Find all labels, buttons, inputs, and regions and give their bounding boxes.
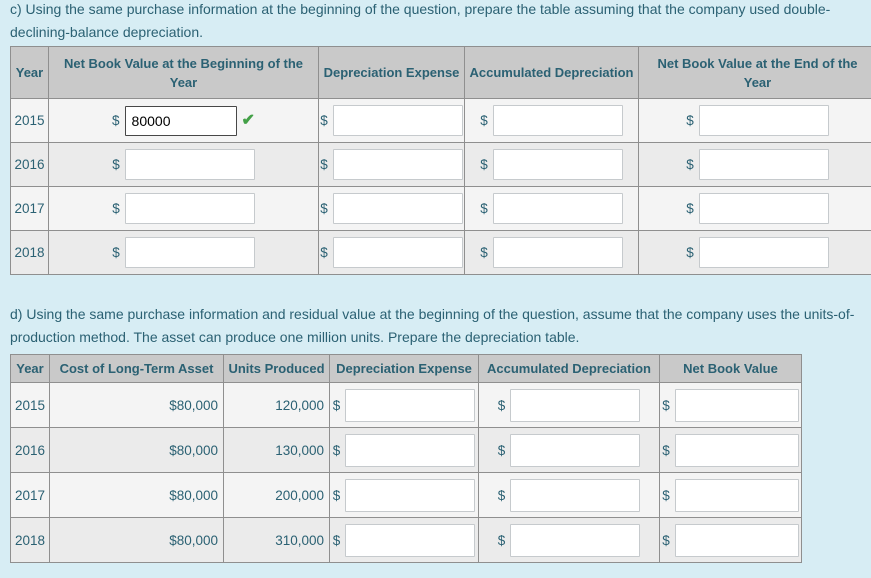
header-year: Year: [10, 354, 50, 383]
currency-symbol: $: [480, 245, 488, 260]
units-cell: 310,000: [223, 517, 330, 563]
units-cell: 200,000: [223, 472, 330, 518]
nbv-begin-input[interactable]: [124, 193, 255, 224]
table-header-row: Year Cost of Long-Term Asset Units Produ…: [10, 354, 802, 383]
nbv-end-input[interactable]: [698, 105, 829, 136]
currency-symbol: $: [686, 245, 694, 260]
cost-cell: $80,000: [49, 382, 224, 428]
table-row: 2015 $80,000 120,000 $ $ $: [10, 382, 802, 428]
currency-symbol: $: [320, 157, 328, 172]
currency-symbol: $: [497, 442, 506, 458]
year-cell: 2016: [10, 142, 49, 187]
accumulated-depreciation-input[interactable]: [492, 193, 623, 224]
depreciation-expense-input[interactable]: [345, 433, 476, 467]
header-accumulated-depreciation: Accumulated Depreciation: [478, 354, 660, 383]
cost-cell: $80,000: [49, 517, 224, 563]
currency-symbol: $: [320, 245, 328, 260]
depreciation-expense-input[interactable]: [332, 149, 463, 180]
header-nbv-begin: Net Book Value at the Beginning of the Y…: [48, 46, 319, 99]
accumulated-depreciation-input[interactable]: [510, 388, 641, 422]
currency-symbol: $: [332, 487, 341, 503]
table-row: 2017 $ $ $ $: [10, 186, 871, 231]
header-depreciation-expense: Depreciation Expense: [329, 354, 479, 383]
currency-symbol: $: [332, 532, 341, 548]
cost-cell: $80,000: [49, 472, 224, 518]
table-row: 2015 $ ✔ $ $ $: [10, 98, 871, 143]
currency-symbol: $: [497, 532, 506, 548]
nbv-begin-input[interactable]: [124, 149, 255, 180]
table-row: 2016 $ $ $ $: [10, 142, 871, 187]
year-cell: 2015: [10, 382, 50, 428]
currency-symbol: $: [320, 113, 328, 128]
year-cell: 2018: [10, 517, 50, 563]
year-cell: 2015: [10, 98, 49, 143]
currency-symbol: $: [662, 487, 670, 503]
net-book-value-input[interactable]: [674, 523, 799, 557]
nbv-begin-input[interactable]: [124, 105, 237, 136]
header-accumulated-depreciation: Accumulated Depreciation: [464, 46, 639, 99]
question-page: c) Using the same purchase information a…: [10, 1, 871, 563]
depreciation-expense-input[interactable]: [332, 193, 463, 224]
header-depreciation-expense: Depreciation Expense: [318, 46, 465, 99]
currency-symbol: $: [497, 397, 506, 413]
year-cell: 2017: [10, 186, 49, 231]
currency-symbol: $: [112, 157, 120, 172]
net-book-value-input[interactable]: [674, 478, 799, 512]
nbv-begin-input[interactable]: [124, 237, 255, 268]
currency-symbol: $: [480, 201, 488, 216]
currency-symbol: $: [332, 442, 341, 458]
depreciation-expense-input[interactable]: [345, 523, 476, 557]
correct-check-icon: ✔: [241, 111, 255, 129]
section-d-intro: d) Using the same purchase information a…: [10, 306, 855, 345]
currency-symbol: $: [480, 157, 488, 172]
accumulated-depreciation-input[interactable]: [492, 237, 623, 268]
currency-symbol: $: [662, 442, 670, 458]
net-book-value-input[interactable]: [674, 433, 799, 467]
table-row: 2016 $80,000 130,000 $ $ $: [10, 427, 802, 473]
header-net-book-value: Net Book Value: [659, 354, 802, 383]
depreciation-expense-input[interactable]: [332, 237, 463, 268]
accumulated-depreciation-input[interactable]: [510, 433, 641, 467]
units-of-production-table: Year Cost of Long-Term Asset Units Produ…: [10, 354, 802, 563]
accumulated-depreciation-input[interactable]: [510, 523, 641, 557]
nbv-end-input[interactable]: [698, 193, 829, 224]
currency-symbol: $: [497, 487, 506, 503]
currency-symbol: $: [112, 113, 120, 128]
nbv-end-input[interactable]: [698, 237, 829, 268]
year-cell: 2016: [10, 427, 50, 473]
currency-symbol: $: [332, 397, 341, 413]
currency-symbol: $: [112, 201, 120, 216]
currency-symbol: $: [686, 157, 694, 172]
header-year: Year: [10, 46, 49, 99]
table-row: 2018 $80,000 310,000 $ $ $: [10, 517, 802, 563]
currency-symbol: $: [686, 113, 694, 128]
table-row: 2017 $80,000 200,000 $ $ $: [10, 472, 802, 518]
double-declining-table: Year Net Book Value at the Beginning of …: [10, 46, 871, 275]
cost-cell: $80,000: [49, 427, 224, 473]
section-c-intro: c) Using the same purchase information a…: [10, 1, 831, 40]
header-units-produced: Units Produced: [223, 354, 330, 383]
year-cell: 2017: [10, 472, 50, 518]
depreciation-expense-input[interactable]: [332, 105, 463, 136]
currency-symbol: $: [662, 532, 670, 548]
nbv-end-input[interactable]: [698, 149, 829, 180]
units-cell: 130,000: [223, 427, 330, 473]
currency-symbol: $: [686, 201, 694, 216]
accumulated-depreciation-input[interactable]: [510, 478, 641, 512]
accumulated-depreciation-input[interactable]: [492, 149, 623, 180]
depreciation-expense-input[interactable]: [345, 478, 476, 512]
table-row: 2018 $ $ $ $: [10, 230, 871, 275]
currency-symbol: $: [320, 201, 328, 216]
currency-symbol: $: [662, 397, 670, 413]
table-header-row: Year Net Book Value at the Beginning of …: [10, 46, 871, 99]
accumulated-depreciation-input[interactable]: [492, 105, 623, 136]
units-cell: 120,000: [223, 382, 330, 428]
header-nbv-end: Net Book Value at the End of the Year: [638, 46, 871, 99]
currency-symbol: $: [112, 245, 120, 260]
year-cell: 2018: [10, 230, 49, 275]
depreciation-expense-input[interactable]: [345, 388, 476, 422]
currency-symbol: $: [480, 113, 488, 128]
net-book-value-input[interactable]: [674, 388, 799, 422]
header-cost: Cost of Long-Term Asset: [49, 354, 224, 383]
